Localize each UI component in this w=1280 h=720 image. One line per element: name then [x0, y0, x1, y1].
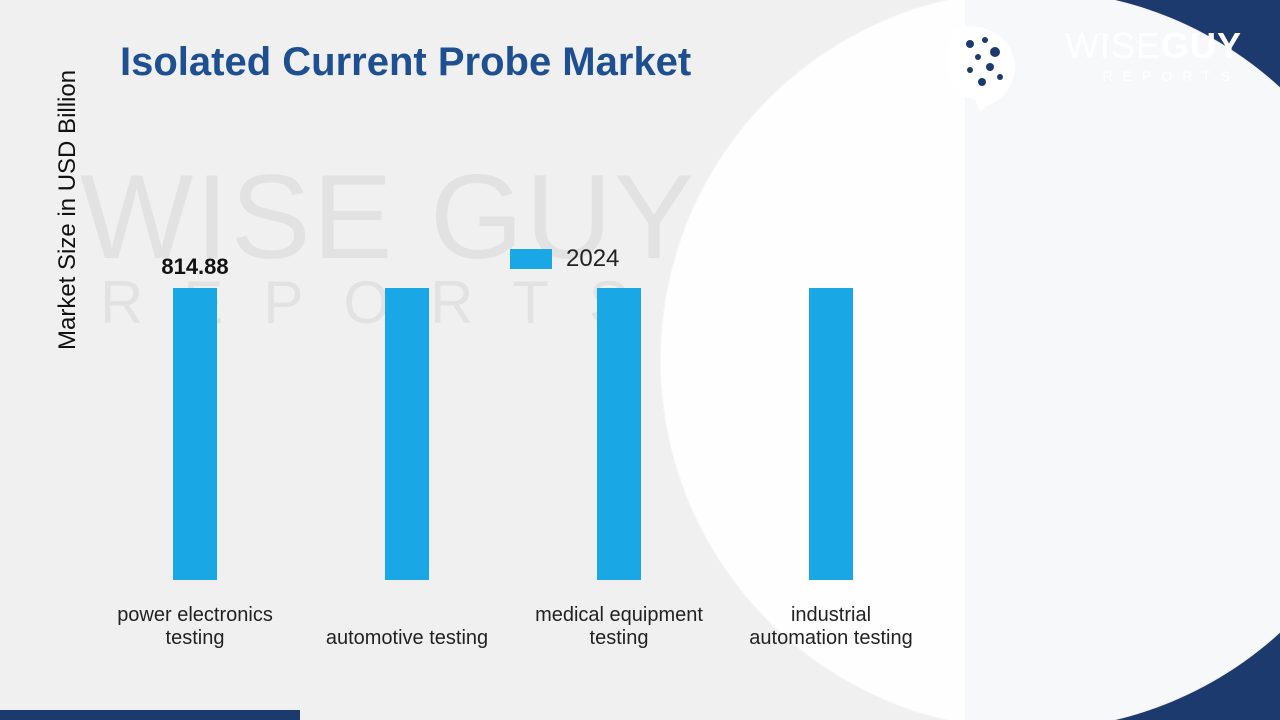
y-axis-label: Market Size in USD Billion — [54, 70, 82, 350]
chart-canvas: WISEGUY REPORTS Isolated Current Probe M… — [0, 0, 1280, 720]
plot-area: power electronics testing814.88automotiv… — [100, 150, 970, 580]
category-label: power electronics testing — [105, 604, 285, 650]
bar — [173, 288, 217, 580]
category-label: automotive testing — [317, 627, 497, 650]
brand-head-icon — [940, 22, 1020, 112]
brand-line2: REPORTS — [1065, 68, 1240, 84]
category-label: medical equipment testing — [529, 604, 709, 650]
chart-title: Isolated Current Probe Market — [120, 40, 691, 85]
bar — [809, 288, 853, 580]
brand-logo: WISEGUY REPORTS — [1065, 28, 1242, 84]
brand-line1-b: GUY — [1161, 25, 1242, 66]
brand-line1-a: WISE — [1065, 25, 1161, 66]
brand-line1: WISEGUY — [1065, 28, 1242, 64]
category-label: industrial automation testing — [741, 604, 921, 650]
bar-value-label: 814.88 — [161, 254, 228, 280]
bar — [385, 288, 429, 580]
bar — [597, 288, 641, 580]
bottom-accent-bar — [0, 710, 300, 720]
